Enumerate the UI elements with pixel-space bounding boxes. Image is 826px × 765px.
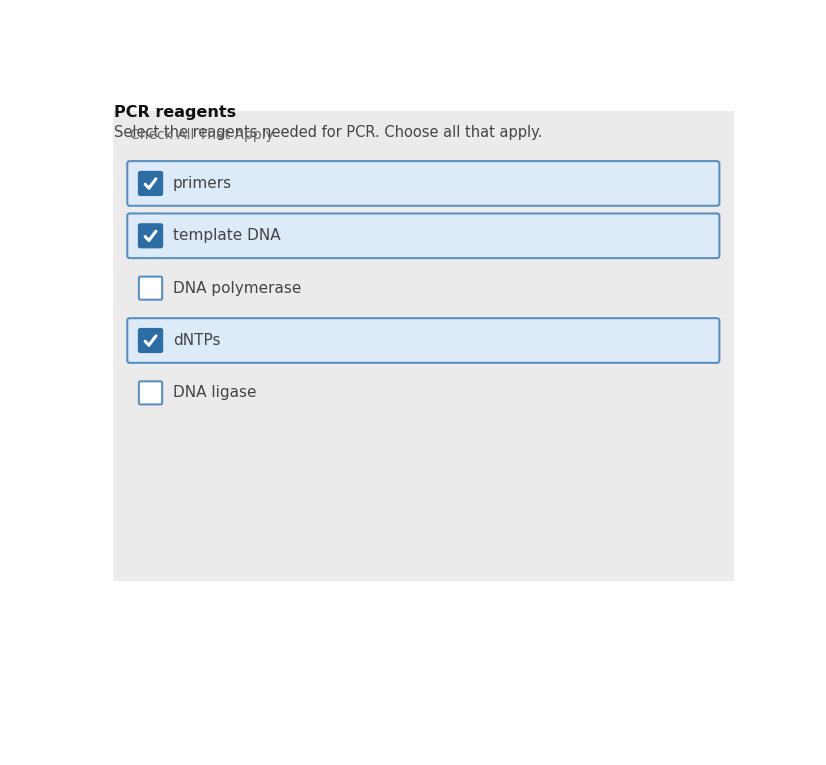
Text: DNA polymerase: DNA polymerase (173, 281, 301, 295)
Text: PCR reagents: PCR reagents (114, 105, 236, 120)
FancyBboxPatch shape (127, 318, 719, 363)
FancyBboxPatch shape (139, 172, 162, 195)
FancyBboxPatch shape (139, 329, 162, 352)
Text: Check All That Apply: Check All That Apply (130, 128, 273, 142)
FancyBboxPatch shape (127, 161, 719, 206)
FancyBboxPatch shape (127, 213, 719, 258)
Text: DNA ligase: DNA ligase (173, 386, 257, 400)
Bar (112, 111, 734, 581)
FancyBboxPatch shape (139, 381, 162, 405)
Text: dNTPs: dNTPs (173, 333, 221, 348)
FancyBboxPatch shape (139, 277, 162, 300)
Text: Select the reagents needed for PCR. Choose all that apply.: Select the reagents needed for PCR. Choo… (114, 125, 543, 140)
Text: template DNA: template DNA (173, 228, 281, 243)
FancyBboxPatch shape (139, 224, 162, 247)
Text: primers: primers (173, 176, 232, 191)
